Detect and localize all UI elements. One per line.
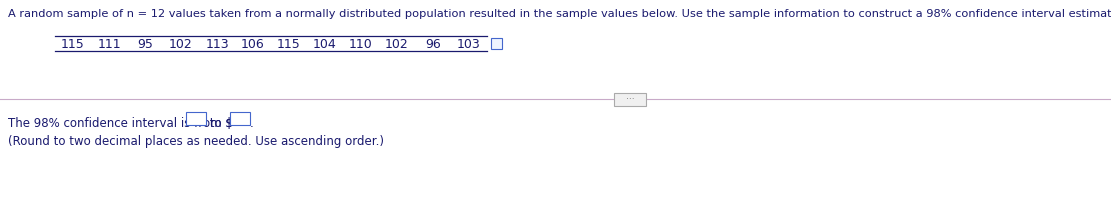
Text: (Round to two decimal places as needed. Use ascending order.): (Round to two decimal places as needed. … — [8, 134, 384, 147]
Bar — [186, 112, 206, 125]
Bar — [230, 112, 250, 125]
Text: The 98% confidence interval is from $: The 98% confidence interval is from $ — [8, 116, 233, 129]
Text: 96: 96 — [426, 38, 441, 51]
Text: 102: 102 — [169, 38, 193, 51]
Text: 103: 103 — [457, 38, 481, 51]
Text: 115: 115 — [61, 38, 84, 51]
Text: to $: to $ — [206, 116, 232, 129]
Text: 102: 102 — [386, 38, 409, 51]
Text: ···: ··· — [625, 95, 634, 104]
Text: .: . — [250, 116, 253, 129]
Text: 113: 113 — [206, 38, 229, 51]
Text: A random sample of n = 12 values taken from a normally distributed population re: A random sample of n = 12 values taken f… — [8, 9, 1111, 19]
Text: 104: 104 — [313, 38, 337, 51]
Text: 106: 106 — [241, 38, 264, 51]
Text: 111: 111 — [97, 38, 121, 51]
Bar — [491, 39, 502, 50]
Text: 110: 110 — [349, 38, 373, 51]
Bar — [614, 93, 645, 106]
Text: 115: 115 — [277, 38, 301, 51]
Text: 95: 95 — [137, 38, 153, 51]
